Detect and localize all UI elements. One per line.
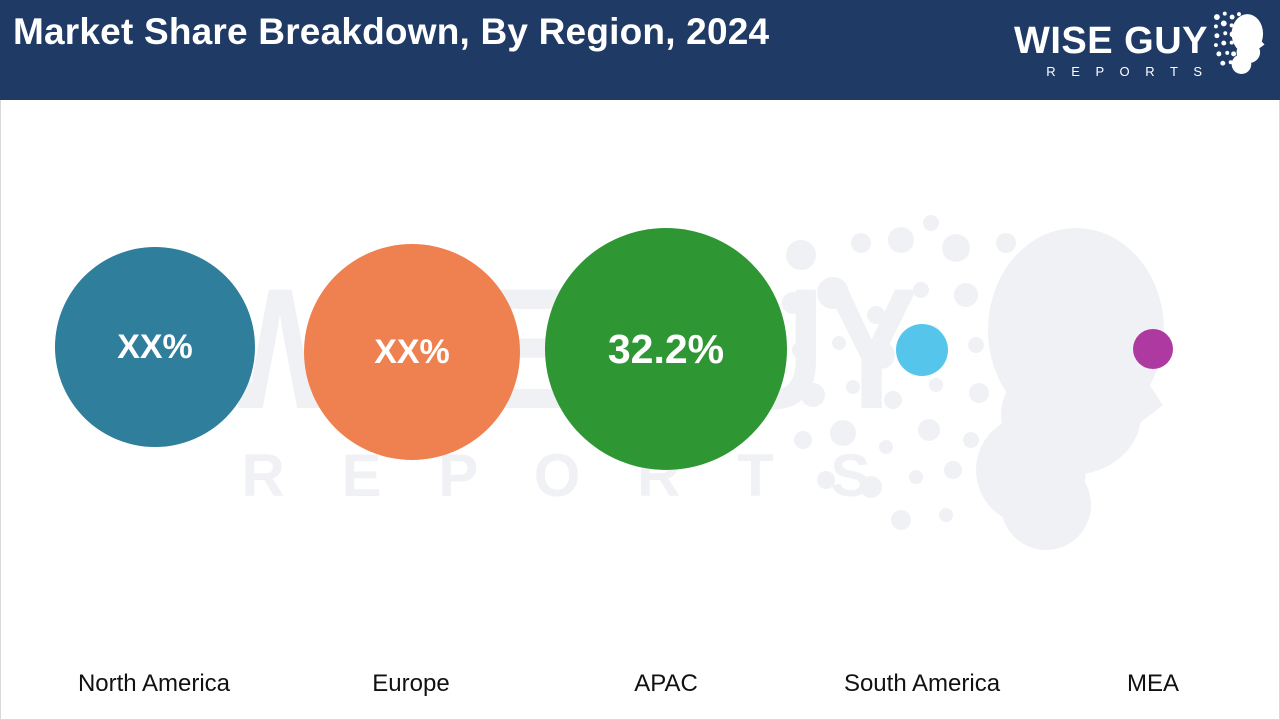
header-bar: Market Share Breakdown, By Region, 2024 … [0,0,1280,100]
logo-head-icon [1213,11,1265,74]
logo-wordmark: WISE GUY [1013,20,1208,62]
category-label-apac: APAC [634,670,698,697]
watermark-head-icon [782,215,1164,550]
category-label-south-america: South America [843,670,1001,697]
category-label-europe: Europe [372,670,450,697]
category-label-mea: MEA [1126,670,1179,697]
page-title: Market Share Breakdown, By Region, 2024 [13,11,770,52]
bubble-chart: WISE GUY R E P O R T S [0,100,1280,720]
bubble-south-america [896,324,948,376]
bubble-north-america: XX% [55,247,255,447]
logo-subtitle: R E P O R T S [1046,64,1208,79]
wise-guy-logo: WISE GUY R E P O R T S [1014,9,1266,85]
bubble-value-label: XX% [374,332,450,371]
category-label-north-america: North America [77,670,231,697]
bubble-value-label: 32.2% [607,325,725,372]
bubble-europe: XX% [304,244,520,460]
bubble-mea [1133,329,1173,369]
logo-text: WISE GUY R E P O R T S [1014,22,1208,79]
watermark-subtitle: R E P O R T S [241,442,891,509]
bubble-apac: 32.2% [545,228,787,470]
bubble-value-label: XX% [117,327,193,366]
